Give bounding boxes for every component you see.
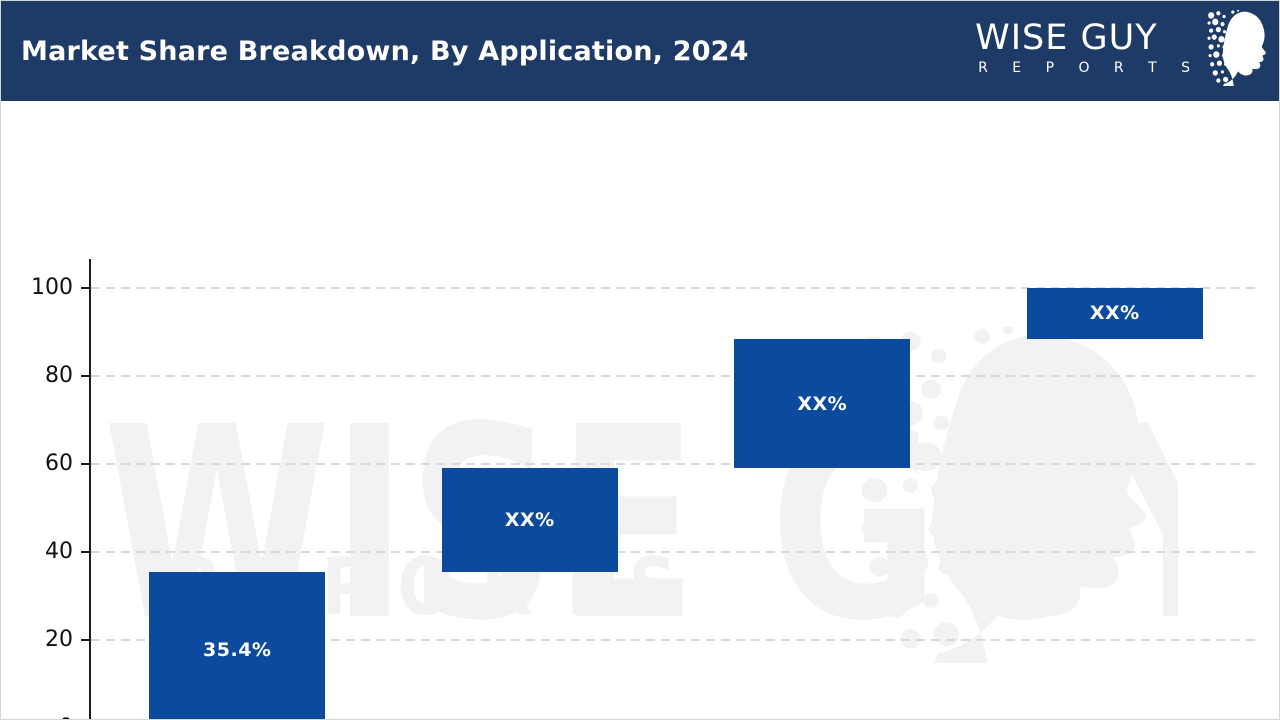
- gridline-20: [91, 639, 1261, 641]
- y-tick-label-40: 40: [45, 539, 73, 564]
- page-title: Market Share Breakdown, By Application, …: [21, 35, 749, 67]
- y-tick-label-80: 80: [45, 363, 73, 388]
- bar-value-label: XX%: [504, 509, 555, 532]
- bar-material-flow-improvement: XX%: [734, 338, 911, 469]
- plot-area: 020406080100Dust RemovalClump BreakingMa…: [31, 259, 1261, 719]
- gridline-40: [91, 551, 1261, 553]
- wise-guy-face-icon: [1207, 10, 1266, 86]
- chart-area: WISE GUY REPORTS 020406080100Dust Remova…: [1, 101, 1279, 719]
- logo-wordmark: WISE GUY: [975, 17, 1158, 58]
- logo-text: WISE GUY R E P O R T S: [975, 17, 1200, 76]
- y-tick-60: [81, 463, 89, 465]
- bar-value-label: XX%: [1089, 302, 1140, 325]
- bar-dust-removal: 35.4%: [149, 572, 326, 719]
- header-bar: Market Share Breakdown, By Application, …: [1, 1, 1279, 101]
- logo-subtitle: R E P O R T S: [978, 59, 1200, 76]
- y-tick-label-0: 0: [11, 717, 73, 720]
- gridline-80: [91, 375, 1261, 377]
- gridline-60: [91, 463, 1261, 465]
- gridline-100: [91, 287, 1261, 289]
- y-tick-40: [81, 551, 89, 553]
- bar-maintenance: XX%: [1026, 288, 1203, 339]
- y-tick-80: [81, 375, 89, 377]
- y-tick-100: [81, 287, 89, 289]
- y-tick-label-100: 100: [31, 275, 73, 300]
- bar-value-label: XX%: [797, 392, 848, 415]
- y-tick-20: [81, 639, 89, 641]
- wise-guy-logo: WISE GUY R E P O R T S: [975, 10, 1269, 86]
- bar-value-label: 35.4%: [203, 639, 272, 662]
- y-tick-label-60: 60: [45, 451, 73, 476]
- bar-clump-breaking: XX%: [441, 468, 618, 573]
- y-tick-label-20: 20: [45, 627, 73, 652]
